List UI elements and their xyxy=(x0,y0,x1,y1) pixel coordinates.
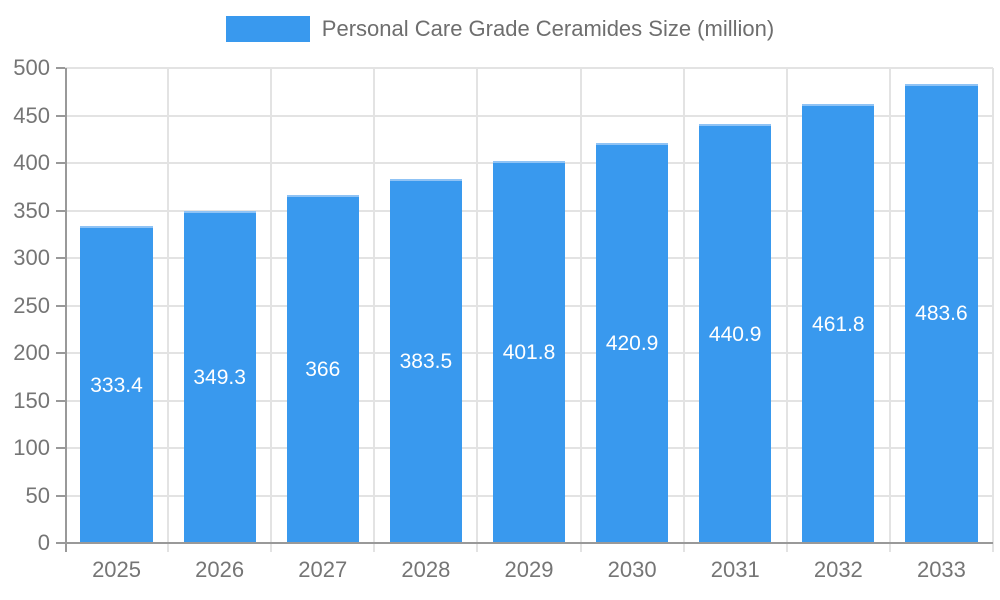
x-axis-tick-label: 2028 xyxy=(401,557,451,582)
legend-swatch-icon[interactable] xyxy=(225,16,310,42)
x-axis-tick xyxy=(992,543,994,552)
bar-2028: 383.5 xyxy=(389,178,462,543)
bar-value-label: 483.6 xyxy=(915,302,968,326)
bar-value-label: 333.4 xyxy=(90,373,143,397)
bar-2030: 420.9 xyxy=(596,143,669,543)
bar-2029: 401.8 xyxy=(492,161,566,543)
x-axis-tick-label: 2025 xyxy=(92,557,142,582)
y-axis-tick xyxy=(56,114,65,117)
y-axis-tick-label: 0 xyxy=(37,530,50,555)
bar-value-label: 461.8 xyxy=(812,312,865,336)
bar-2032: 461.8 xyxy=(802,104,875,543)
bar-2033: 483.6 xyxy=(905,83,978,543)
x-axis-tick xyxy=(373,543,376,552)
x-gridline xyxy=(579,68,582,543)
x-axis-tick-label: 2031 xyxy=(710,557,760,582)
x-axis-tick-label: 2032 xyxy=(813,557,863,582)
bar-value-label: 349.3 xyxy=(193,366,246,390)
y-axis-tick xyxy=(56,399,65,402)
y-gridline xyxy=(65,67,993,69)
y-axis-tick xyxy=(56,304,65,307)
y-axis-line xyxy=(65,68,67,552)
y-axis-tick-label: 500 xyxy=(13,55,50,80)
x-gridline xyxy=(992,68,994,543)
bar-value-label: 420.9 xyxy=(605,332,659,356)
y-gridline xyxy=(65,114,993,117)
x-gridline xyxy=(270,68,273,543)
y-axis-tick xyxy=(56,257,65,259)
x-axis-tick xyxy=(888,543,891,552)
y-axis-tick-label: 200 xyxy=(13,340,50,365)
x-gridline xyxy=(167,68,170,543)
y-axis-tick-label: 50 xyxy=(25,482,50,508)
x-axis-tick-label: 2033 xyxy=(916,557,966,582)
x-gridline xyxy=(785,68,788,543)
y-axis-tick xyxy=(56,162,65,164)
x-axis-tick xyxy=(476,543,479,552)
x-axis-tick-label: 2027 xyxy=(298,557,348,582)
x-axis-tick xyxy=(682,543,685,552)
x-axis-tick-label: 2030 xyxy=(607,557,657,582)
x-axis-tick xyxy=(579,543,582,552)
legend-label[interactable]: Personal Care Grade Ceramides Size (mill… xyxy=(321,16,775,41)
bar-2027: 366 xyxy=(286,195,359,543)
y-axis-tick-label: 450 xyxy=(13,102,50,128)
x-gridline xyxy=(476,68,479,543)
x-axis-tick xyxy=(167,543,170,552)
y-axis-tick-label: 300 xyxy=(13,245,50,270)
y-axis-tick-label: 250 xyxy=(13,292,50,318)
y-axis-tick-label: 150 xyxy=(13,387,50,413)
x-gridline xyxy=(373,68,376,543)
chart-legend[interactable]: Personal Care Grade Ceramides Size (mill… xyxy=(0,16,1000,42)
y-axis-tick xyxy=(56,352,65,354)
y-axis-tick xyxy=(56,542,65,544)
y-axis-tick-label: 400 xyxy=(13,150,50,175)
y-axis-tick-label: 350 xyxy=(13,197,50,223)
x-gridline xyxy=(682,68,685,543)
bar-value-label: 383.5 xyxy=(399,349,453,373)
y-axis-tick xyxy=(56,67,65,69)
x-axis-tick-label: 2029 xyxy=(504,557,554,582)
x-axis-tick xyxy=(785,543,788,552)
x-axis-tick xyxy=(270,543,273,552)
bar-2025: 333.4 xyxy=(80,226,153,543)
bar-value-label: 440.9 xyxy=(708,322,762,346)
x-axis-line xyxy=(65,542,993,544)
bar-value-label: 366 xyxy=(305,358,341,382)
plot-area: 0 50 100 150 200 250 300 350 400 450 500 333.4 2025 3… xyxy=(13,56,994,582)
bar-2026: 349.3 xyxy=(183,211,256,543)
y-axis-tick xyxy=(56,494,65,497)
bar-2031: 440.9 xyxy=(699,124,772,543)
y-axis-tick xyxy=(56,209,65,212)
y-axis-tick xyxy=(56,447,65,449)
x-gridline xyxy=(888,68,891,543)
y-axis-tick-label: 100 xyxy=(13,435,50,460)
x-axis-tick-label: 2026 xyxy=(195,557,245,582)
bar-value-label: 401.8 xyxy=(502,341,556,365)
